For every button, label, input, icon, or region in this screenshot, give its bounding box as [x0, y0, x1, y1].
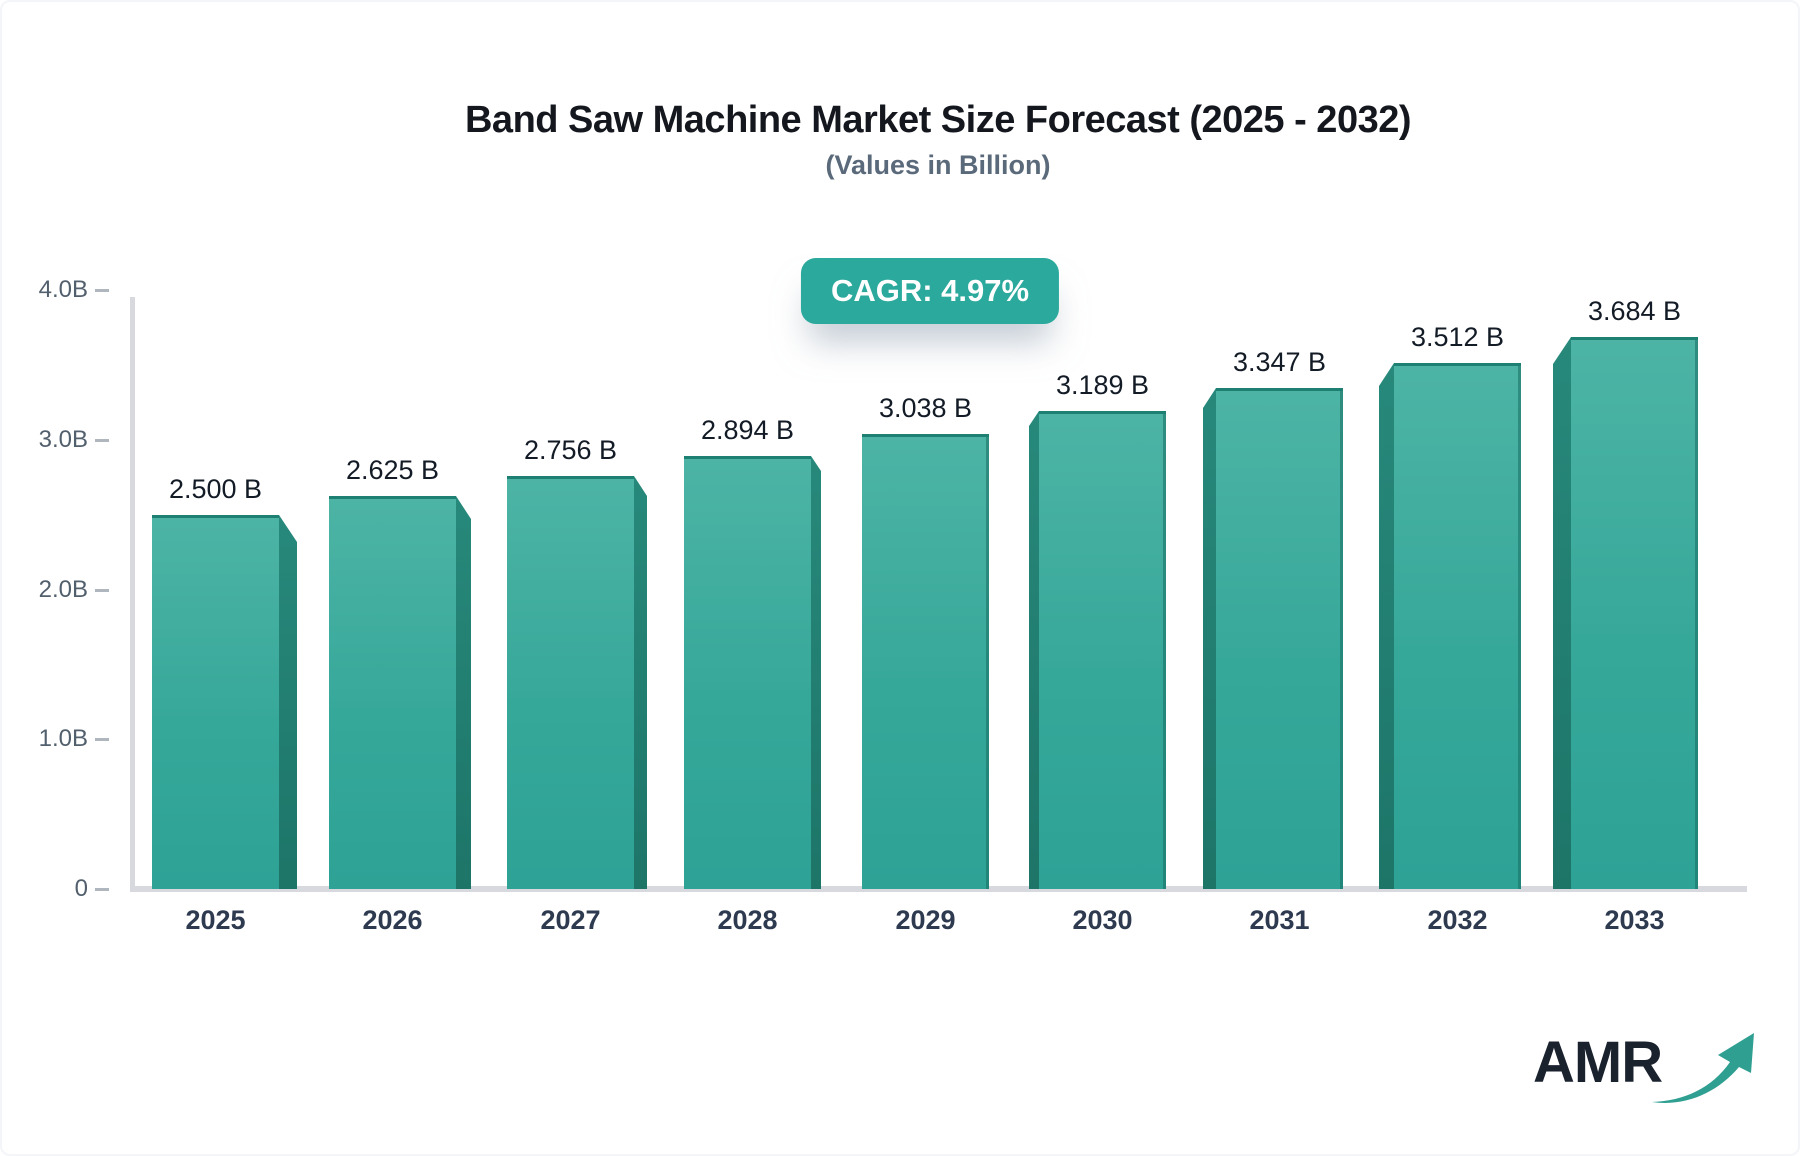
bar-value-label: 3.512 B	[1410, 322, 1505, 352]
bar-2031	[1216, 388, 1343, 889]
x-axis-label: 2027	[540, 905, 601, 935]
y-tick-mark	[95, 738, 109, 741]
chart-subtitle: (Values in Billion)	[825, 150, 1051, 180]
y-tick-mark	[95, 888, 109, 891]
x-axis-label: 2028	[717, 905, 778, 935]
y-tick-label: 3.0B	[38, 426, 88, 453]
bar-2030	[1039, 411, 1166, 889]
growth-arrow-icon	[1650, 1028, 1760, 1113]
chart-title: Band Saw Machine Market Size Forecast (2…	[464, 99, 1412, 141]
x-axis-label: 2033	[1604, 905, 1665, 935]
bar-value-label: 3.347 B	[1232, 347, 1327, 377]
bar-side-face	[1029, 411, 1039, 889]
bar-side-face	[1203, 388, 1216, 889]
bar-value-label: 2.500 B	[168, 474, 263, 504]
x-axis-label: 2029	[895, 905, 956, 935]
y-tick-mark	[95, 289, 109, 292]
x-axis-label: 2032	[1427, 905, 1488, 935]
brand-logo-text: AMR	[1533, 1030, 1663, 1095]
bar-side-face	[634, 476, 647, 889]
y-axis-line	[130, 297, 135, 889]
bar-2025	[152, 515, 279, 889]
x-axis-label: 2025	[185, 905, 246, 935]
bar-value-label: 3.684 B	[1587, 296, 1682, 326]
bar-value-label: 2.894 B	[700, 415, 795, 445]
bar-2027	[507, 476, 634, 889]
bar-value-label: 3.189 B	[1055, 370, 1150, 400]
y-tick-label: 0	[74, 875, 88, 902]
bar-side-face	[811, 456, 821, 889]
bar-side-face	[1553, 337, 1571, 889]
y-tick-label: 4.0B	[38, 276, 88, 303]
bar-2032	[1394, 363, 1521, 889]
x-axis-label: 2030	[1072, 905, 1133, 935]
bar-side-face	[279, 515, 297, 889]
bar-side-face	[1379, 363, 1394, 889]
bar-2028	[684, 456, 811, 889]
cagr-badge: CAGR: 4.97%	[800, 258, 1060, 324]
y-tick-mark	[95, 589, 109, 592]
y-tick-mark	[95, 439, 109, 442]
brand-logo: AMR	[1533, 1030, 1760, 1113]
bar-value-label: 2.625 B	[345, 455, 440, 485]
bar-value-label: 2.756 B	[523, 435, 618, 465]
bar-value-label: 3.038 B	[878, 393, 973, 423]
bar-2033	[1571, 337, 1698, 889]
x-axis-label: 2026	[362, 905, 423, 935]
x-axis-label: 2031	[1249, 905, 1310, 935]
bar-2026	[329, 496, 456, 889]
bar-2029	[862, 434, 989, 889]
x-axis-baseline	[130, 886, 1747, 892]
y-tick-label: 2.0B	[38, 576, 88, 603]
y-tick-label: 1.0B	[38, 725, 88, 752]
bar-side-face	[456, 496, 471, 889]
